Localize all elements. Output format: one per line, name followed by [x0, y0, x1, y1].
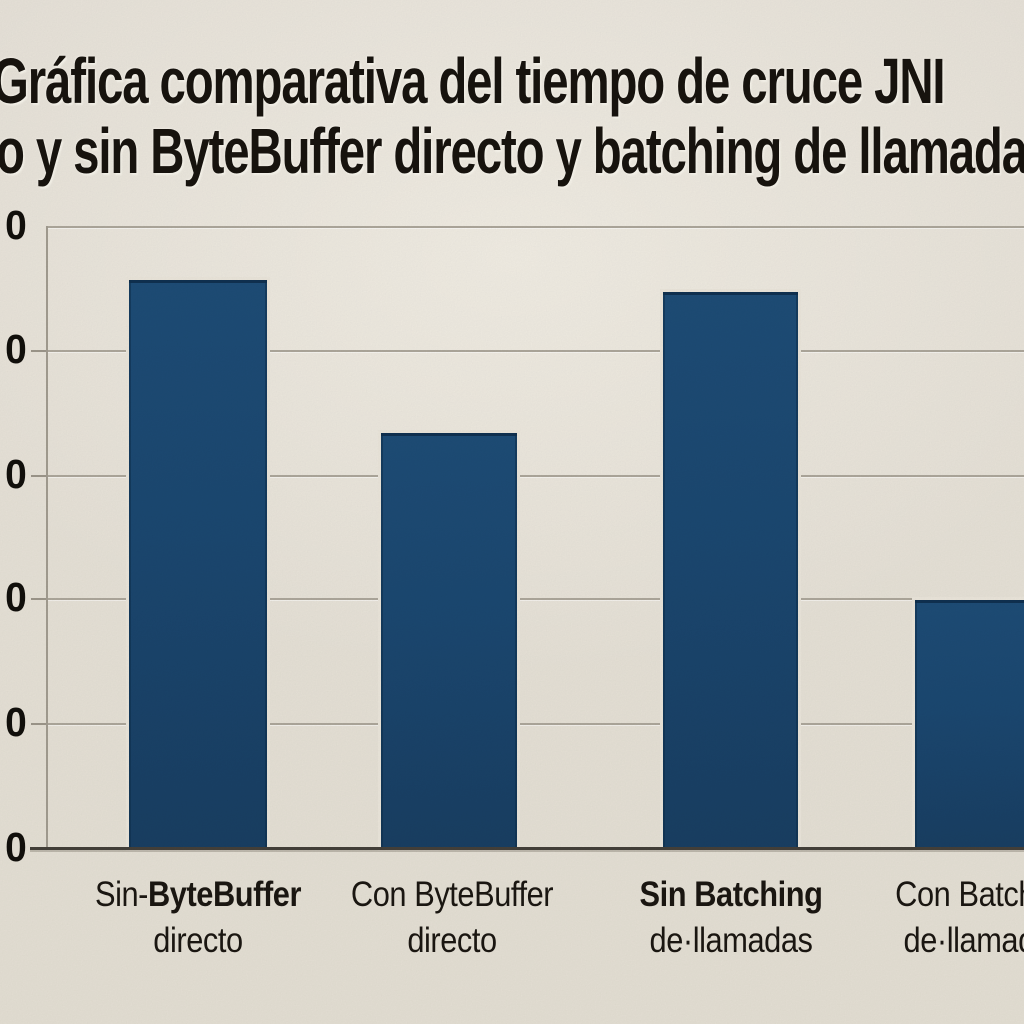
x-label-line-1: Sin-ByteBuffer — [94, 875, 302, 914]
y-tick-label-0: 0 — [5, 824, 27, 870]
chart-title-line-2: o y sin ByteBuffer directo y batching de… — [0, 115, 1024, 187]
bar-con-bytebuffer-directo — [381, 433, 517, 848]
x-label-sin-batching: Sin Batching de·llamadas — [640, 872, 823, 964]
x-label-con-bytebuffer: Con ByteBuffer directo — [350, 872, 554, 964]
y-tick-mark — [31, 475, 46, 477]
x-label-sin-bytebuffer: Sin-ByteBuffer directo — [94, 872, 302, 964]
x-label-con-batching: Con Batching de·llamadas — [895, 872, 1024, 964]
x-label-line-2: de·llamadas — [649, 921, 813, 960]
y-tick-label-30: 0 — [5, 451, 27, 497]
x-label-line-2: directo — [153, 921, 243, 960]
plot-top-border — [46, 226, 1024, 228]
x-axis-line — [30, 847, 1024, 850]
y-tick-mark — [31, 723, 46, 725]
y-tick-label-20: 0 — [5, 574, 27, 620]
y-tick-label-50: 0 — [5, 202, 27, 248]
x-label-line-2: de·llamadas — [903, 921, 1024, 960]
y-tick-mark — [31, 350, 46, 352]
bar-sin-batching-de-llamadas — [663, 292, 798, 848]
bar-sin-bytebuffer-directo — [129, 280, 267, 848]
x-label-line-2: directo — [407, 921, 497, 960]
x-label-line-1: Con ByteBuffer — [350, 875, 554, 914]
bar-con-batching-de-llamadas — [915, 600, 1024, 848]
x-label-line-1: Con Batching — [895, 875, 1024, 914]
chart-title-line-1: Gráfica comparativa del tiempo de cruce … — [0, 45, 946, 117]
y-tick-mark — [31, 598, 46, 600]
y-tick-label-10: 0 — [5, 699, 27, 745]
y-tick-label-40: 0 — [5, 326, 27, 372]
x-label-line-1: Sin Batching — [639, 875, 823, 914]
y-axis-line — [46, 226, 48, 850]
